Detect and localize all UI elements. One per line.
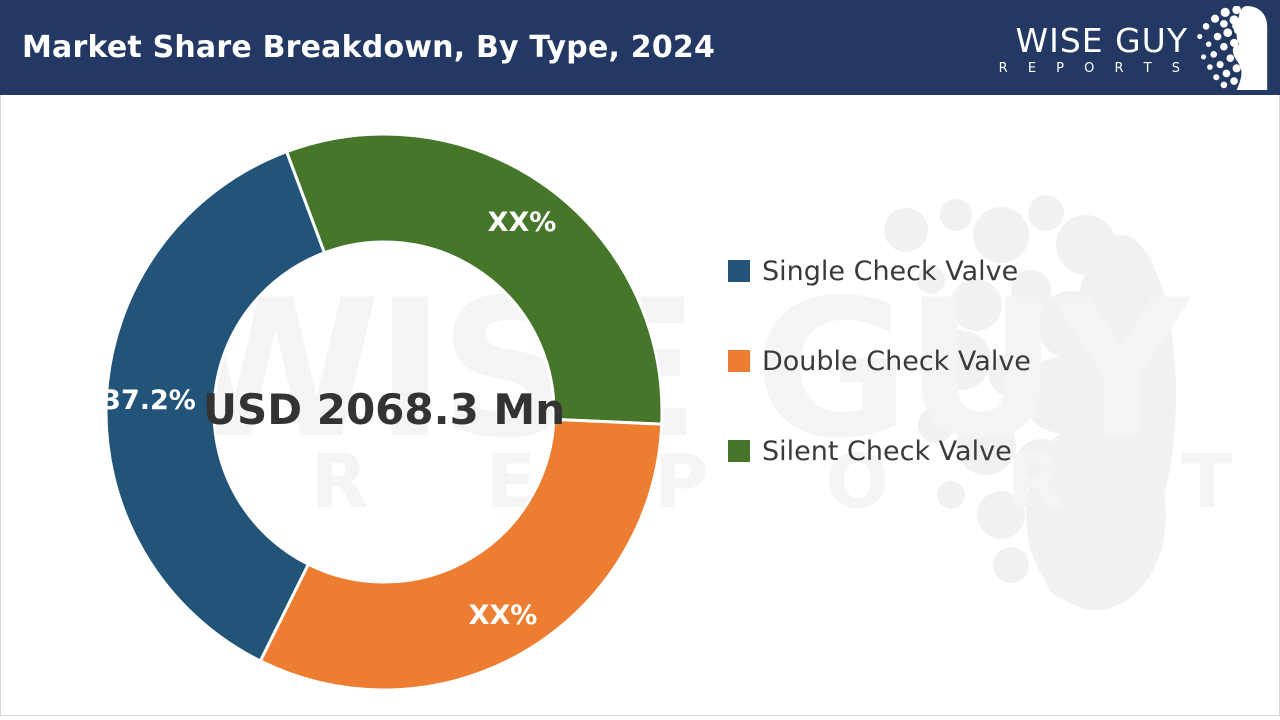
logo-wordmark: WISE GUY	[1015, 21, 1188, 60]
watermark-wordmark: WISE GUY	[171, 259, 1192, 480]
watermark-subtitle: R E P O R T S	[311, 439, 1280, 525]
logo-subtitle: R E P O R T S	[998, 61, 1188, 76]
donut-center-value: USD 2068.3 Mn	[203, 385, 565, 434]
pie-label-double-check-valve: XX%	[469, 600, 538, 631]
legend-label-silent-check-valve: Silent Check Valve	[762, 435, 1012, 467]
pie-label-single-check-valve: 37.2%	[102, 385, 196, 416]
legend-swatch-double-check-valve	[728, 350, 750, 372]
chart-legend: Single Check Valve Double Check Valve Si…	[728, 255, 1031, 467]
legend-item-single-check-valve: Single Check Valve	[728, 255, 1031, 287]
legend-label-double-check-valve: Double Check Valve	[762, 345, 1031, 377]
legend-swatch-silent-check-valve	[728, 440, 750, 462]
logo-face-icon	[1197, 6, 1268, 90]
chart-area: WISE GUY R E P O R T S 37.2% XX% XX% USD…	[0, 95, 1280, 716]
watermark-head-dots	[884, 195, 1176, 610]
legend-item-double-check-valve: Double Check Valve	[728, 345, 1031, 377]
page-title: Market Share Breakdown, By Type, 2024	[22, 30, 716, 65]
pie-slice-silent-check-valve	[285, 132, 664, 426]
wise-guy-logo: WISE GUY R E P O R T S	[999, 6, 1268, 90]
legend-swatch-single-check-valve	[728, 260, 750, 282]
pie-slice-double-check-valve	[258, 417, 664, 692]
pie-slice-single-check-valve	[104, 150, 326, 663]
donut-chart: 37.2% XX% XX% USD 2068.3 Mn	[102, 132, 664, 692]
header-bar: Market Share Breakdown, By Type, 2024 WI…	[0, 0, 1280, 95]
logo-face-silhouette	[1232, 6, 1268, 90]
legend-item-silent-check-valve: Silent Check Valve	[728, 435, 1031, 467]
pie-label-silent-check-valve: XX%	[488, 207, 557, 238]
logo-text: WISE GUY R E P O R T S	[998, 21, 1188, 77]
watermark: WISE GUY R E P O R T S	[171, 195, 1280, 610]
legend-label-single-check-valve: Single Check Valve	[762, 255, 1019, 287]
